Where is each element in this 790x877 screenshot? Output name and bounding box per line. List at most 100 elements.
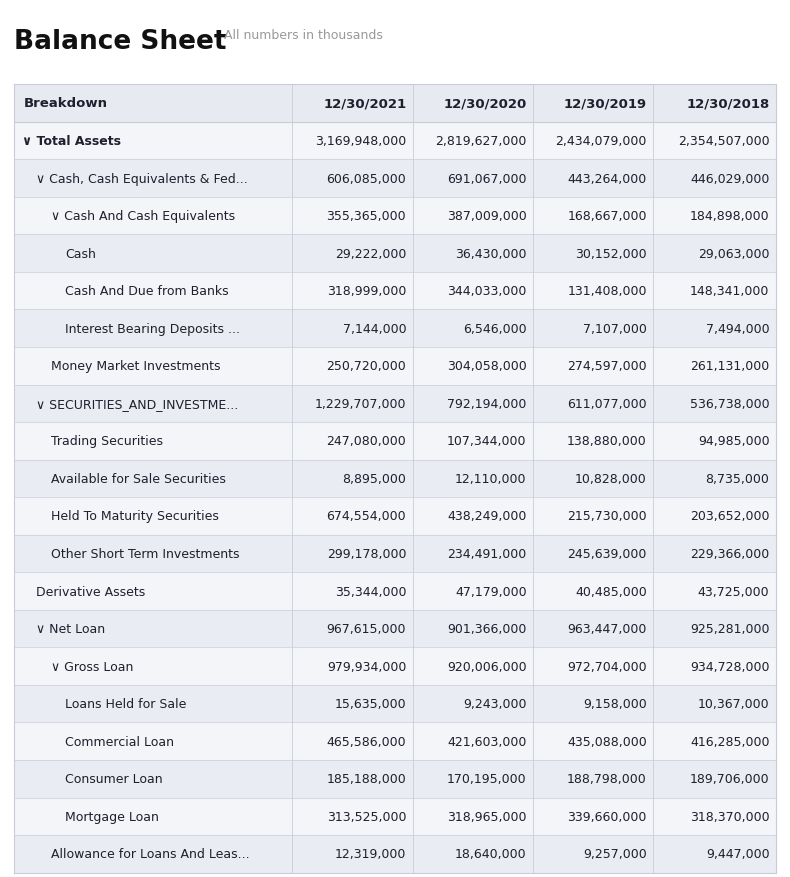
Bar [14, 573, 776, 610]
Text: Consumer Loan: Consumer Loan [65, 773, 163, 785]
Text: Other Short Term Investments: Other Short Term Investments [51, 547, 239, 560]
Text: 344,033,000: 344,033,000 [447, 285, 526, 298]
Text: 318,965,000: 318,965,000 [447, 809, 526, 823]
Text: 35,344,000: 35,344,000 [335, 585, 406, 598]
Text: 339,660,000: 339,660,000 [567, 809, 647, 823]
Text: 36,430,000: 36,430,000 [455, 247, 526, 260]
Text: Money Market Investments: Money Market Investments [51, 360, 220, 373]
Text: Breakdown: Breakdown [24, 97, 107, 111]
Text: Interest Bearing Deposits ...: Interest Bearing Deposits ... [65, 323, 240, 335]
Text: 8,895,000: 8,895,000 [342, 473, 406, 485]
Text: 1,229,707,000: 1,229,707,000 [314, 397, 406, 410]
Text: 138,880,000: 138,880,000 [567, 435, 647, 448]
Text: 446,029,000: 446,029,000 [690, 173, 769, 185]
Text: 416,285,000: 416,285,000 [690, 735, 769, 748]
Text: 12/30/2018: 12/30/2018 [687, 97, 769, 111]
Text: 299,178,000: 299,178,000 [327, 547, 406, 560]
Text: 30,152,000: 30,152,000 [575, 247, 647, 260]
Text: 611,077,000: 611,077,000 [567, 397, 647, 410]
Text: 245,639,000: 245,639,000 [567, 547, 647, 560]
Text: 12/30/2019: 12/30/2019 [564, 97, 647, 111]
Text: 107,344,000: 107,344,000 [447, 435, 526, 448]
Text: 9,257,000: 9,257,000 [583, 847, 647, 860]
Text: 47,179,000: 47,179,000 [455, 585, 526, 598]
Bar [14, 347, 776, 385]
Text: 901,366,000: 901,366,000 [447, 623, 526, 635]
Text: 6,546,000: 6,546,000 [463, 323, 526, 335]
Text: 7,494,000: 7,494,000 [705, 323, 769, 335]
Text: 7,144,000: 7,144,000 [343, 323, 406, 335]
Text: 443,264,000: 443,264,000 [567, 173, 647, 185]
Bar [14, 535, 776, 573]
Text: 925,281,000: 925,281,000 [690, 623, 769, 635]
Text: 387,009,000: 387,009,000 [447, 210, 526, 223]
Text: 12/30/2020: 12/30/2020 [443, 97, 526, 111]
Text: 421,603,000: 421,603,000 [447, 735, 526, 748]
Text: 963,447,000: 963,447,000 [567, 623, 647, 635]
Text: 9,243,000: 9,243,000 [463, 697, 526, 710]
Text: 215,730,000: 215,730,000 [567, 510, 647, 523]
Text: 313,525,000: 313,525,000 [327, 809, 406, 823]
Text: Allowance for Loans And Leas...: Allowance for Loans And Leas... [51, 847, 249, 860]
Text: 934,728,000: 934,728,000 [690, 660, 769, 673]
Bar [14, 797, 776, 835]
Text: 536,738,000: 536,738,000 [690, 397, 769, 410]
Text: 229,366,000: 229,366,000 [690, 547, 769, 560]
Text: Derivative Assets: Derivative Assets [36, 585, 145, 598]
Text: 8,735,000: 8,735,000 [705, 473, 769, 485]
Text: 3,169,948,000: 3,169,948,000 [315, 135, 406, 148]
Text: 250,720,000: 250,720,000 [326, 360, 406, 373]
Text: 355,365,000: 355,365,000 [326, 210, 406, 223]
Bar [14, 197, 776, 235]
Text: Mortgage Loan: Mortgage Loan [65, 809, 159, 823]
Bar [14, 85, 776, 123]
Text: 131,408,000: 131,408,000 [567, 285, 647, 298]
Text: 94,985,000: 94,985,000 [698, 435, 769, 448]
Text: 979,934,000: 979,934,000 [327, 660, 406, 673]
Bar [14, 685, 776, 723]
Text: 967,615,000: 967,615,000 [327, 623, 406, 635]
Text: ∨ Gross Loan: ∨ Gross Loan [51, 660, 133, 673]
Bar [14, 310, 776, 347]
Text: Commercial Loan: Commercial Loan [65, 735, 174, 748]
Text: 18,640,000: 18,640,000 [455, 847, 526, 860]
Text: 2,354,507,000: 2,354,507,000 [678, 135, 769, 148]
Text: 465,586,000: 465,586,000 [326, 735, 406, 748]
Text: 40,485,000: 40,485,000 [575, 585, 647, 598]
Text: 15,635,000: 15,635,000 [335, 697, 406, 710]
Text: Available for Sale Securities: Available for Sale Securities [51, 473, 225, 485]
Text: 188,798,000: 188,798,000 [567, 773, 647, 785]
Bar [14, 235, 776, 273]
Text: Balance Sheet: Balance Sheet [14, 29, 227, 55]
Text: 43,725,000: 43,725,000 [698, 585, 769, 598]
Text: ∨ Cash And Cash Equivalents: ∨ Cash And Cash Equivalents [51, 210, 235, 223]
Bar [14, 273, 776, 310]
Bar [14, 723, 776, 760]
Text: 438,249,000: 438,249,000 [447, 510, 526, 523]
Text: 274,597,000: 274,597,000 [567, 360, 647, 373]
Text: All numbers in thousands: All numbers in thousands [224, 29, 382, 42]
Text: 7,107,000: 7,107,000 [583, 323, 647, 335]
Text: 203,652,000: 203,652,000 [690, 510, 769, 523]
Text: ∨ Net Loan: ∨ Net Loan [36, 623, 106, 635]
Bar [14, 835, 776, 873]
Text: Held To Maturity Securities: Held To Maturity Securities [51, 510, 218, 523]
Text: 9,158,000: 9,158,000 [583, 697, 647, 710]
Text: 12/30/2021: 12/30/2021 [323, 97, 406, 111]
Bar [14, 123, 776, 160]
Text: 247,080,000: 247,080,000 [326, 435, 406, 448]
Bar [14, 385, 776, 423]
Text: 29,222,000: 29,222,000 [335, 247, 406, 260]
Text: 435,088,000: 435,088,000 [567, 735, 647, 748]
Text: 168,667,000: 168,667,000 [567, 210, 647, 223]
Text: 792,194,000: 792,194,000 [447, 397, 526, 410]
Bar [14, 760, 776, 797]
Text: 261,131,000: 261,131,000 [690, 360, 769, 373]
Bar [14, 610, 776, 647]
Text: 9,447,000: 9,447,000 [705, 847, 769, 860]
Text: 691,067,000: 691,067,000 [447, 173, 526, 185]
Text: 972,704,000: 972,704,000 [567, 660, 647, 673]
Text: 674,554,000: 674,554,000 [326, 510, 406, 523]
Bar [14, 160, 776, 197]
Text: 29,063,000: 29,063,000 [698, 247, 769, 260]
